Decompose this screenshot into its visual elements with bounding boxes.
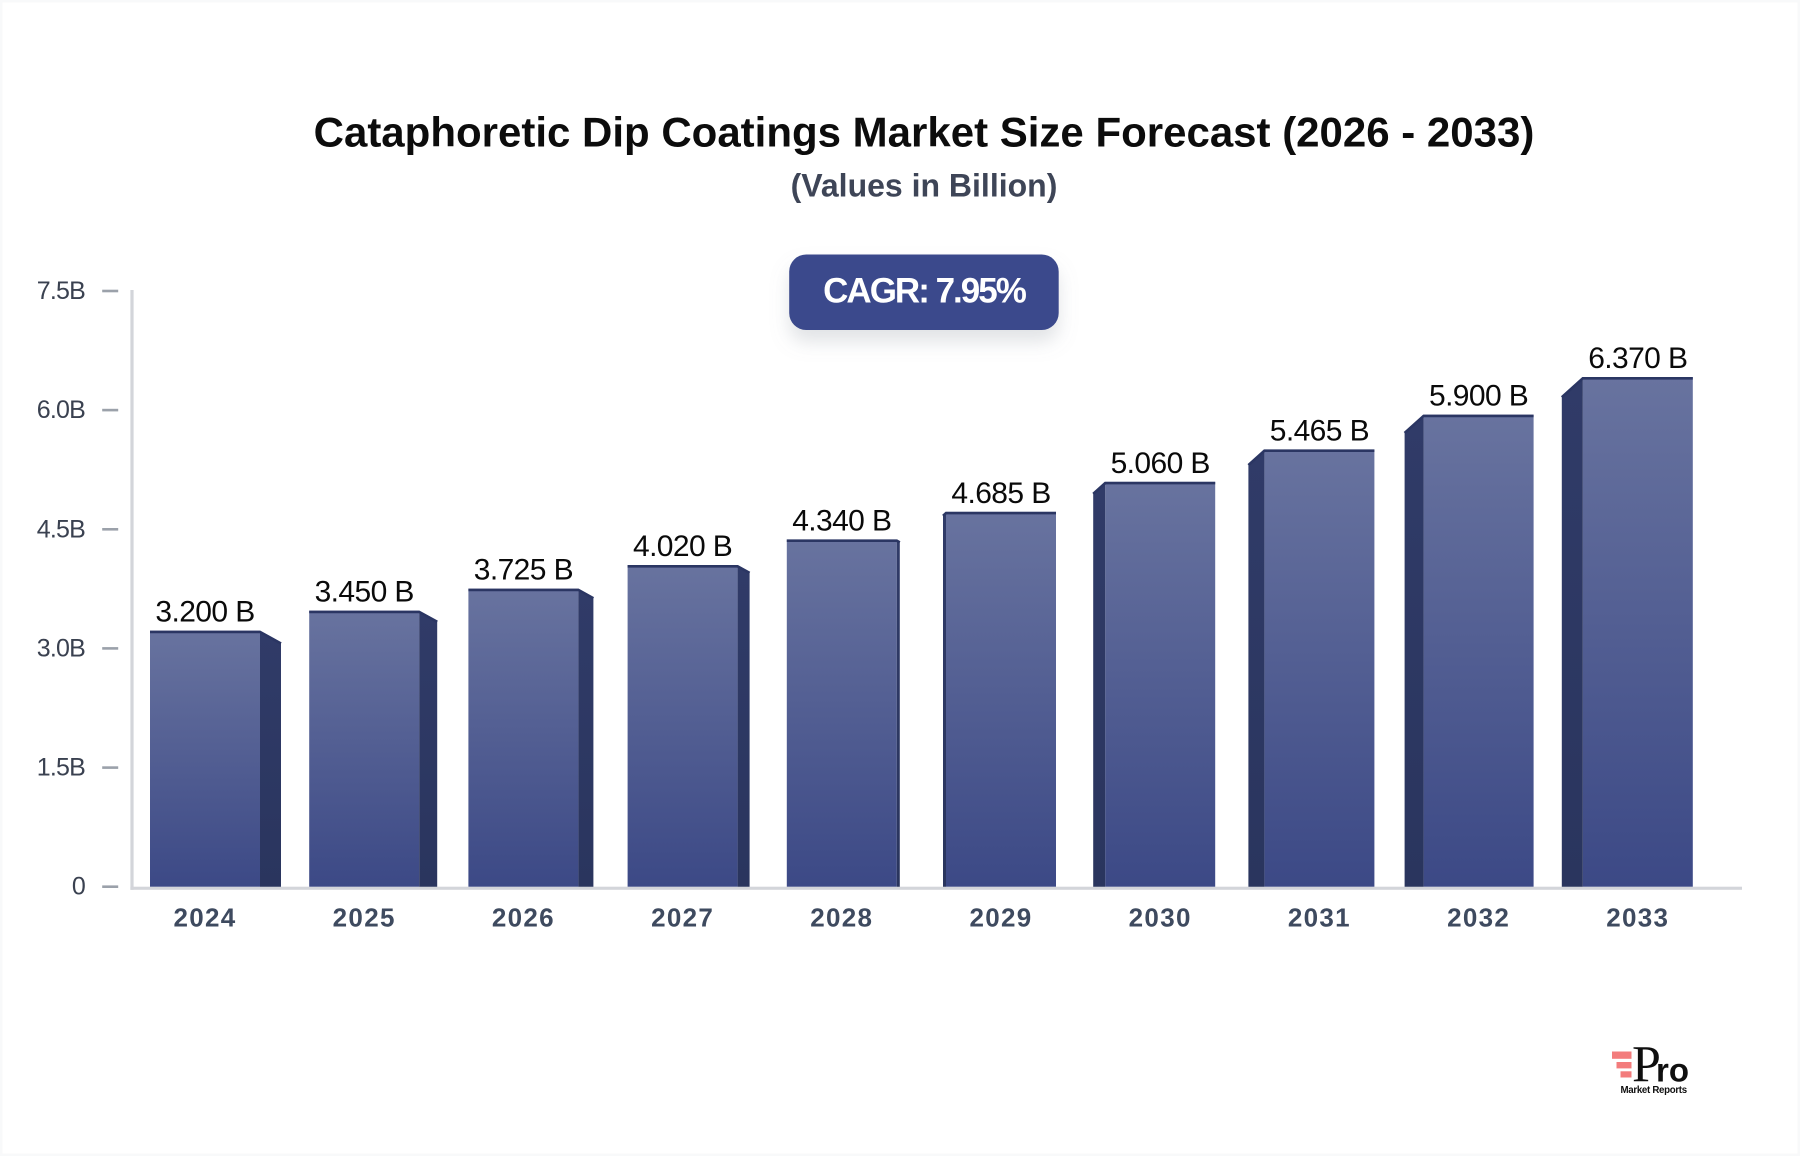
svg-text:P: P	[1632, 1036, 1661, 1093]
svg-text:Cataphoretic Dip Coatings Mark: Cataphoretic Dip Coatings Market Size Fo…	[314, 109, 1535, 156]
svg-text:1.5B: 1.5B	[37, 754, 85, 782]
svg-text:2033: 2033	[1606, 903, 1669, 933]
svg-text:2026: 2026	[492, 903, 555, 933]
svg-text:3.0B: 3.0B	[37, 634, 85, 662]
svg-text:3.725 B: 3.725 B	[474, 554, 573, 587]
svg-text:2032: 2032	[1447, 903, 1510, 933]
svg-text:5.465 B: 5.465 B	[1270, 415, 1369, 448]
svg-text:ro: ro	[1656, 1051, 1689, 1088]
svg-text:3.200 B: 3.200 B	[155, 596, 254, 629]
svg-text:2025: 2025	[333, 903, 396, 933]
svg-text:2024: 2024	[173, 903, 236, 933]
svg-text:3.450 B: 3.450 B	[315, 576, 414, 609]
svg-text:4.340 B: 4.340 B	[792, 505, 891, 538]
svg-text:CAGR: 7.95%: CAGR: 7.95%	[823, 272, 1027, 311]
svg-text:6.370 B: 6.370 B	[1588, 342, 1687, 375]
svg-text:4.5B: 4.5B	[37, 515, 85, 543]
svg-text:5.060 B: 5.060 B	[1111, 447, 1210, 480]
svg-text:2030: 2030	[1129, 903, 1192, 933]
svg-text:0: 0	[72, 873, 85, 901]
svg-text:7.5B: 7.5B	[37, 277, 85, 305]
svg-text:5.900 B: 5.900 B	[1429, 380, 1528, 413]
svg-text:4.020 B: 4.020 B	[633, 530, 732, 563]
svg-text:(Values in Billion): (Values in Billion)	[791, 168, 1058, 204]
svg-text:2031: 2031	[1288, 903, 1351, 933]
svg-text:6.0B: 6.0B	[37, 396, 85, 424]
svg-text:4.685 B: 4.685 B	[951, 477, 1050, 510]
svg-text:2028: 2028	[810, 903, 873, 933]
svg-text:Market Reports: Market Reports	[1621, 1085, 1687, 1096]
svg-text:2027: 2027	[651, 903, 714, 933]
svg-text:2029: 2029	[969, 903, 1032, 933]
